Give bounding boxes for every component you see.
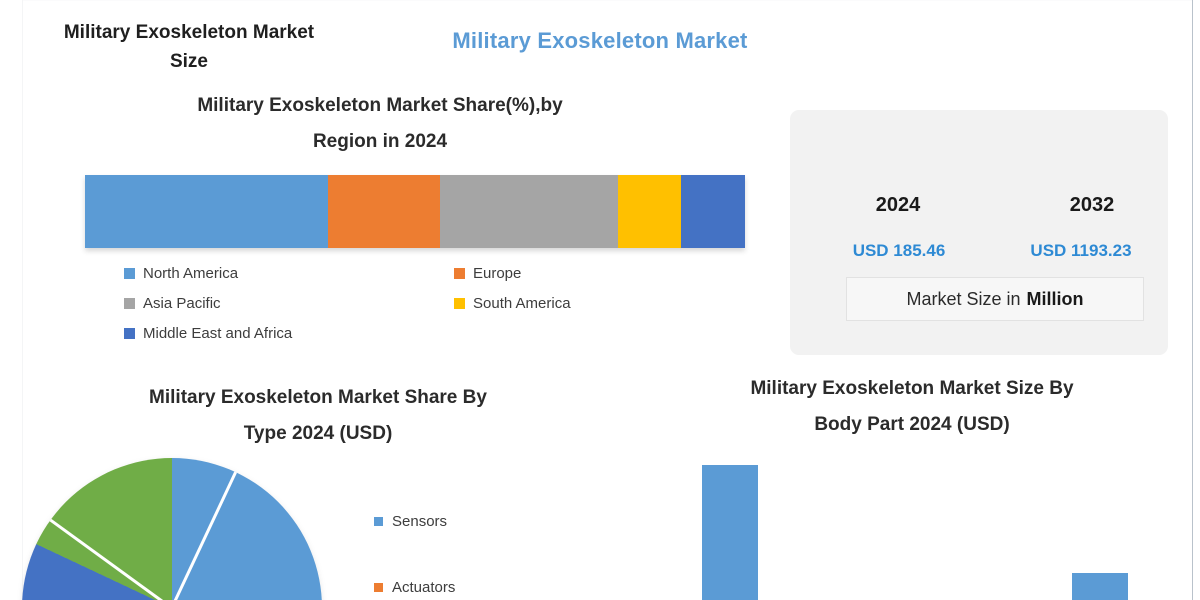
market-size-unit-strong: Million [1026,288,1084,309]
market-size-title-line2: Size [169,51,209,72]
type-chart-title-line1: Military Exoskeleton Market Share By [149,387,487,408]
region-legend-label: North America [143,264,239,282]
bodypart-bar[interactable] [702,465,758,600]
bodypart-chart-title-line2: Body Part 2024 (USD) [814,414,1010,435]
region-legend-label: Asia Pacific [143,294,221,312]
region-bar-segment-south-america[interactable] [618,175,681,248]
region-bar-segment-asia-pacific[interactable] [440,175,619,248]
region-chart-title-line2: Region in 2024 [312,131,448,152]
region-legend-label: Middle East and Africa [143,324,293,342]
page-title: Military Exoskeleton Market [452,28,748,53]
type-legend-label: Sensors [392,512,448,530]
market-size-title-line1: Military Exoskeleton Market [63,22,315,43]
region-bar-segment-europe[interactable] [327,175,441,248]
region-legend-item-middle-east-and-africa: Middle East and Africa [124,318,454,348]
legend-swatch-icon [124,267,135,279]
pie-slice-sensors[interactable] [22,458,322,600]
legend-swatch-icon [454,267,465,279]
region-legend-item-asia-pacific: Asia Pacific [124,288,454,318]
market-size-value-forecast: USD 1193.23 [1030,241,1132,260]
legend-swatch-icon [374,516,383,526]
region-legend-item-europe: Europe [454,258,724,288]
region-chart-title: Military Exoskeleton Market Share(%),by … [60,88,700,160]
region-chart-title-line1: Military Exoskeleton Market Share(%),by [197,95,563,116]
market-size-unit-prefix: Market Size in [906,288,1021,309]
region-legend-label: South America [473,294,571,312]
bodypart-bar-chart [672,448,1172,600]
type-legend-item-sensors: Sensors [374,488,574,554]
legend-swatch-icon [374,582,383,592]
bodypart-chart-title: Military Exoskeleton Market Size By Body… [672,371,1152,443]
legend-swatch-icon [124,327,135,339]
bodypart-bar[interactable] [1072,572,1128,600]
region-legend-item-south-america: South America [454,288,724,318]
frame-right-border [1192,0,1193,600]
type-pie-chart [0,452,360,600]
type-chart-title-line2: Type 2024 (USD) [243,423,393,444]
type-pie-disc[interactable] [22,458,322,600]
region-bar-segment-middle-east-and-africa[interactable] [680,175,745,248]
type-legend: Sensors Actuators [374,488,574,600]
market-size-year-forecast: 2032 [1069,194,1115,216]
region-stacked-bar [85,175,745,248]
region-legend-item-north-america: North America [124,258,454,288]
type-chart-title: Military Exoskeleton Market Share By Typ… [40,380,596,452]
frame-top-border [22,0,1192,1]
market-size-value-base: USD 185.46 [852,241,946,260]
region-legend-label: Europe [473,264,522,282]
legend-swatch-icon [124,297,135,309]
market-size-unit-box: Market Size in Million [846,277,1144,321]
bodypart-chart-title-line1: Military Exoskeleton Market Size By [750,378,1074,399]
region-legend: North America Europe Asia Pacific South … [124,258,724,348]
type-legend-item-actuators: Actuators [374,554,574,600]
region-bar-segment-north-america[interactable] [85,175,328,248]
market-size-year-base: 2024 [875,194,921,216]
frame-left-border [22,0,23,600]
legend-swatch-icon [454,297,465,309]
type-legend-label: Actuators [392,578,456,596]
market-size-title: Military Exoskeleton Market Size [10,18,368,76]
